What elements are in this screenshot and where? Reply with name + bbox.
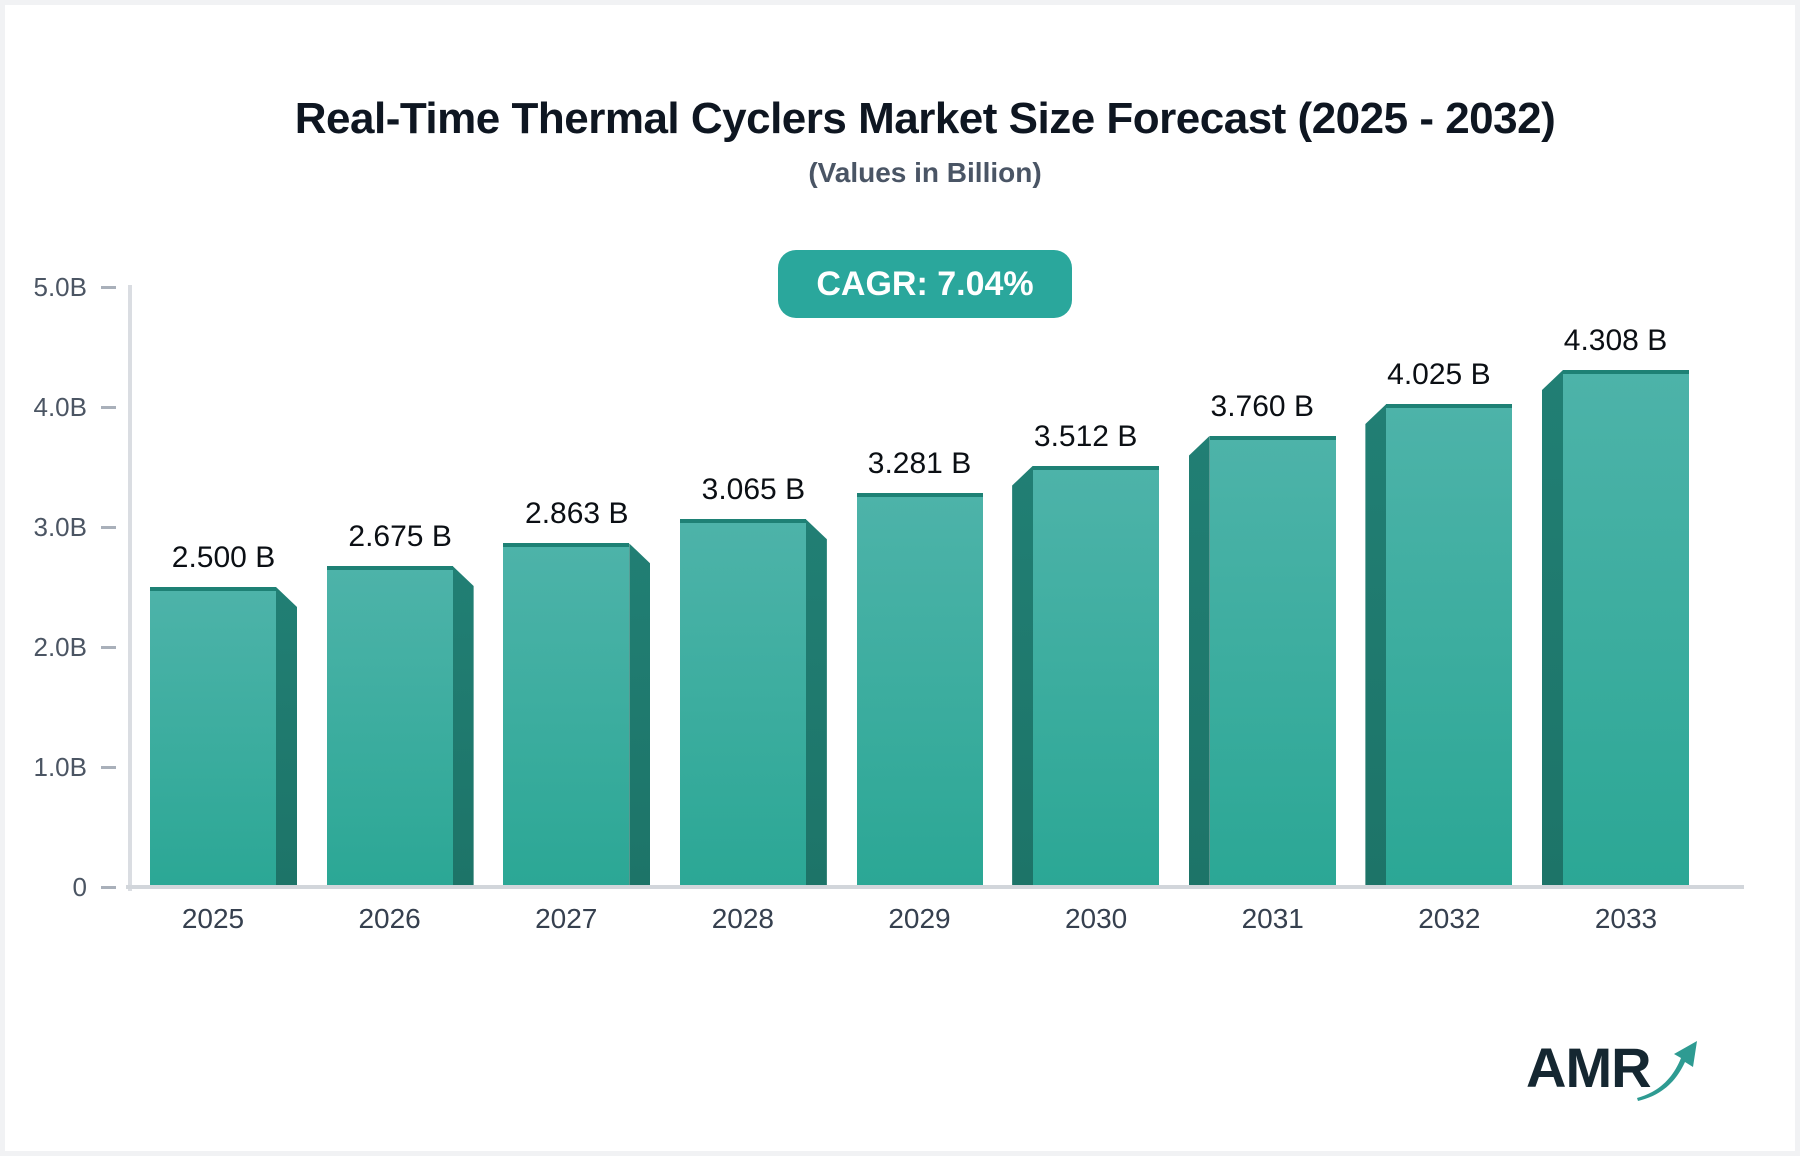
x-axis-label-2029: 2029	[888, 903, 951, 934]
bar-2032	[1386, 404, 1513, 887]
chart-header: Real-Time Thermal Cyclers Market Size Fo…	[50, 92, 1800, 318]
x-axis-label-2026: 2026	[358, 903, 421, 934]
bar-2026	[326, 566, 453, 887]
y-tick-dash	[101, 646, 116, 649]
bar-2029	[856, 493, 983, 887]
bar-2033	[1563, 370, 1689, 887]
y-tick-label: 5.0B	[33, 272, 88, 302]
x-axis-label-2033: 2033	[1594, 903, 1658, 934]
x-axis-label-2031: 2031	[1241, 903, 1304, 934]
y-tick-label: 1.0B	[33, 752, 88, 782]
bar-value-label: 2.675 B	[348, 520, 452, 553]
bar-2028	[679, 519, 806, 887]
bar-value-label: 3.281 B	[867, 447, 972, 481]
amr-logo-text: AMR	[1526, 1036, 1652, 1099]
y-tick-dash	[101, 766, 116, 769]
x-axis-label-2030: 2030	[1064, 903, 1128, 934]
bar-value-label: 4.308 B	[1563, 324, 1668, 358]
chart-title: Real-Time Thermal Cyclers Market Size Fo…	[294, 94, 1556, 143]
x-axis-label-2027: 2027	[535, 903, 598, 934]
bar-2025	[150, 587, 276, 887]
bar-side-face	[1012, 465, 1034, 887]
bar-side-face	[805, 519, 827, 887]
bar-value-label: 2.500 B	[171, 541, 276, 574]
bar-value-label: 4.025 B	[1387, 358, 1491, 391]
bar-2031	[1209, 435, 1336, 887]
y-tick-dash	[101, 406, 116, 409]
growth-arrow-icon	[1636, 1041, 1697, 1101]
y-axis-line	[128, 285, 132, 891]
y-tick-label: 2.0B	[33, 632, 88, 662]
y-tick-dash	[101, 886, 116, 889]
y-tick-label: 4.0B	[33, 392, 88, 422]
bar-side-face	[452, 566, 474, 887]
y-tick-label: 3.0B	[33, 512, 88, 542]
x-axis-label-2028: 2028	[711, 903, 775, 934]
bar-value-label: 3.760 B	[1210, 389, 1314, 423]
amr-logo: AMR	[1526, 1036, 1699, 1102]
bar-side-face	[1365, 404, 1387, 887]
bar-side-face	[276, 587, 297, 887]
y-tick-label: 0	[72, 872, 87, 902]
bar-2027	[503, 543, 630, 887]
x-axis-label-2032: 2032	[1418, 903, 1481, 934]
bar-side-face	[1542, 370, 1563, 887]
chart-subtitle: (Values in Billion)	[808, 157, 1042, 188]
y-tick-dash	[101, 286, 116, 289]
bar-value-label: 2.863 B	[525, 497, 629, 531]
bar-value-label: 3.065 B	[701, 473, 806, 507]
x-axis-line	[126, 885, 1744, 889]
bar-side-face	[629, 543, 651, 887]
x-axis-label-2025: 2025	[181, 903, 245, 934]
bar-2030	[1033, 465, 1160, 887]
y-tick-dash	[101, 526, 116, 529]
cagr-badge: CAGR: 7.04%	[778, 250, 1072, 318]
bar-value-label: 3.512 B	[1033, 419, 1138, 453]
bar-side-face	[1188, 435, 1210, 887]
